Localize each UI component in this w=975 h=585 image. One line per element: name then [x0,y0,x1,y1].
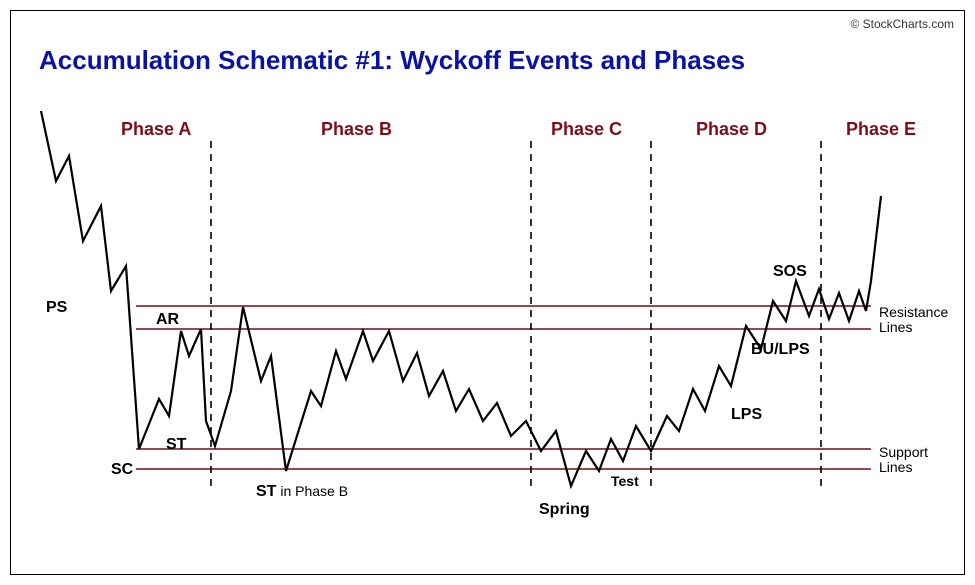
label-test: Test [611,473,639,489]
phase-b-label: Phase B [321,119,392,140]
resistance-lines-label: ResistanceLines [879,305,948,336]
phase-c-label: Phase C [551,119,622,140]
phase-e-label: Phase E [846,119,916,140]
label-sc: SC [111,461,133,479]
support-lines-label: SupportLines [879,445,928,476]
label-st-phase-b: ST in Phase B [256,483,348,501]
label-ps: PS [46,299,67,317]
phase-d-label: Phase D [696,119,767,140]
phase-a-label: Phase A [121,119,191,140]
label-sos: SOS [773,263,807,281]
chart-frame: © StockCharts.com Accumulation Schematic… [10,10,965,575]
label-bu-lps: BU/LPS [751,341,810,359]
label-spring: Spring [539,501,590,519]
label-st: ST [166,436,186,454]
label-lps: LPS [731,406,762,424]
label-ar: AR [156,311,179,329]
chart-svg [11,11,966,576]
